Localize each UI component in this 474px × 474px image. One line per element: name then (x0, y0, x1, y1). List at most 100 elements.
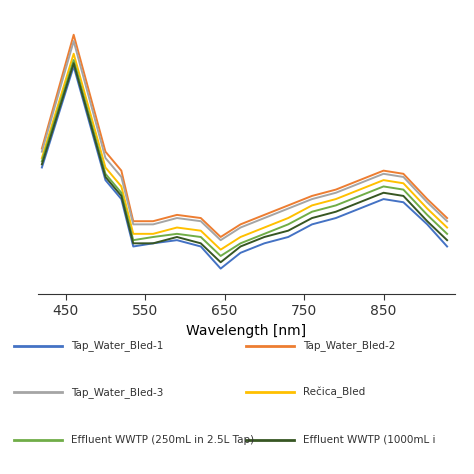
Effluent WWTP (1000mL i (309, 215, 315, 221)
Tap_Water_Bled-2 (198, 215, 204, 221)
Tap_Water_Bled-3 (237, 225, 243, 230)
Effluent WWTP (1000mL i (237, 244, 243, 249)
Rečica_Bled (39, 155, 45, 161)
Rečica_Bled (150, 231, 156, 237)
Effluent WWTP (1000mL i (424, 219, 430, 224)
Tap_Water_Bled-2 (130, 219, 136, 224)
Effluent WWTP (1000mL i (357, 200, 363, 205)
Tap_Water_Bled-3 (39, 149, 45, 155)
Tap_Water_Bled-2 (262, 212, 267, 218)
Effluent WWTP (1000mL i (381, 190, 386, 196)
Effluent WWTP (250mL in 2.5L Tap) (237, 240, 243, 246)
Tap_Water_Bled-1 (424, 221, 430, 227)
Text: Tap_Water_Bled-1: Tap_Water_Bled-1 (71, 340, 164, 352)
Rečica_Bled (102, 164, 108, 170)
Tap_Water_Bled-1 (118, 196, 124, 202)
Tap_Water_Bled-2 (357, 177, 363, 183)
Tap_Water_Bled-3 (333, 190, 339, 196)
Tap_Water_Bled-3 (118, 174, 124, 180)
Tap_Water_Bled-1 (262, 240, 267, 246)
Tap_Water_Bled-3 (130, 221, 136, 227)
Rečica_Bled (401, 181, 406, 186)
Tap_Water_Bled-2 (174, 212, 180, 218)
Tap_Water_Bled-2 (71, 32, 76, 37)
Rečica_Bled (262, 225, 267, 230)
Effluent WWTP (250mL in 2.5L Tap) (102, 171, 108, 177)
Tap_Water_Bled-1 (357, 206, 363, 211)
Effluent WWTP (250mL in 2.5L Tap) (357, 193, 363, 199)
Tap_Water_Bled-2 (381, 168, 386, 173)
Tap_Water_Bled-1 (130, 244, 136, 249)
Rečica_Bled (309, 202, 315, 208)
Tap_Water_Bled-3 (357, 181, 363, 186)
Effluent WWTP (1000mL i (174, 234, 180, 240)
Rečica_Bled (71, 51, 76, 56)
Effluent WWTP (250mL in 2.5L Tap) (130, 237, 136, 243)
Tap_Water_Bled-1 (309, 221, 315, 227)
Line: Tap_Water_Bled-3: Tap_Water_Bled-3 (42, 41, 447, 240)
Tap_Water_Bled-2 (118, 168, 124, 173)
Effluent WWTP (250mL in 2.5L Tap) (309, 209, 315, 215)
Effluent WWTP (1000mL i (102, 174, 108, 180)
Tap_Water_Bled-1 (150, 240, 156, 246)
Tap_Water_Bled-3 (285, 206, 291, 211)
Tap_Water_Bled-1 (401, 200, 406, 205)
Rečica_Bled (444, 225, 450, 230)
Rečica_Bled (381, 177, 386, 183)
Rečica_Bled (218, 247, 224, 253)
Tap_Water_Bled-3 (102, 155, 108, 161)
Effluent WWTP (250mL in 2.5L Tap) (174, 231, 180, 237)
Effluent WWTP (250mL in 2.5L Tap) (198, 234, 204, 240)
Effluent WWTP (1000mL i (333, 209, 339, 215)
Effluent WWTP (1000mL i (71, 60, 76, 66)
Tap_Water_Bled-1 (444, 244, 450, 249)
Tap_Water_Bled-2 (39, 146, 45, 151)
Line: Rečica_Bled: Rečica_Bled (42, 54, 447, 250)
Effluent WWTP (250mL in 2.5L Tap) (444, 231, 450, 237)
Tap_Water_Bled-1 (237, 250, 243, 255)
Effluent WWTP (1000mL i (150, 240, 156, 246)
Effluent WWTP (250mL in 2.5L Tap) (71, 57, 76, 63)
Rečica_Bled (333, 196, 339, 202)
Text: Tap_Water_Bled-3: Tap_Water_Bled-3 (71, 387, 164, 398)
Effluent WWTP (250mL in 2.5L Tap) (424, 212, 430, 218)
Rečica_Bled (285, 215, 291, 221)
Tap_Water_Bled-1 (381, 196, 386, 202)
Tap_Water_Bled-3 (444, 219, 450, 224)
Effluent WWTP (250mL in 2.5L Tap) (118, 190, 124, 196)
Effluent WWTP (1000mL i (262, 234, 267, 240)
Effluent WWTP (250mL in 2.5L Tap) (333, 202, 339, 208)
Tap_Water_Bled-2 (237, 221, 243, 227)
Text: Effluent WWTP (1000mL i: Effluent WWTP (1000mL i (303, 435, 436, 445)
Effluent WWTP (250mL in 2.5L Tap) (381, 183, 386, 189)
Effluent WWTP (250mL in 2.5L Tap) (39, 158, 45, 164)
Tap_Water_Bled-2 (333, 187, 339, 192)
Rečica_Bled (174, 225, 180, 230)
Tap_Water_Bled-1 (39, 164, 45, 170)
Effluent WWTP (250mL in 2.5L Tap) (285, 221, 291, 227)
Tap_Water_Bled-1 (71, 64, 76, 69)
Tap_Water_Bled-3 (309, 196, 315, 202)
Effluent WWTP (1000mL i (118, 193, 124, 199)
Effluent WWTP (1000mL i (218, 259, 224, 265)
Effluent WWTP (250mL in 2.5L Tap) (262, 231, 267, 237)
Tap_Water_Bled-2 (424, 196, 430, 202)
X-axis label: Wavelength [nm]: Wavelength [nm] (186, 324, 307, 338)
Tap_Water_Bled-3 (424, 200, 430, 205)
Tap_Water_Bled-2 (218, 234, 224, 240)
Tap_Water_Bled-1 (198, 244, 204, 249)
Effluent WWTP (250mL in 2.5L Tap) (218, 253, 224, 259)
Tap_Water_Bled-2 (102, 149, 108, 155)
Tap_Water_Bled-3 (71, 38, 76, 44)
Tap_Water_Bled-3 (174, 215, 180, 221)
Tap_Water_Bled-2 (309, 193, 315, 199)
Effluent WWTP (1000mL i (130, 240, 136, 246)
Effluent WWTP (1000mL i (198, 240, 204, 246)
Tap_Water_Bled-2 (285, 202, 291, 208)
Tap_Water_Bled-1 (285, 234, 291, 240)
Effluent WWTP (1000mL i (285, 228, 291, 234)
Tap_Water_Bled-3 (401, 174, 406, 180)
Rečica_Bled (424, 206, 430, 211)
Line: Effluent WWTP (1000mL i: Effluent WWTP (1000mL i (42, 63, 447, 262)
Tap_Water_Bled-2 (444, 215, 450, 221)
